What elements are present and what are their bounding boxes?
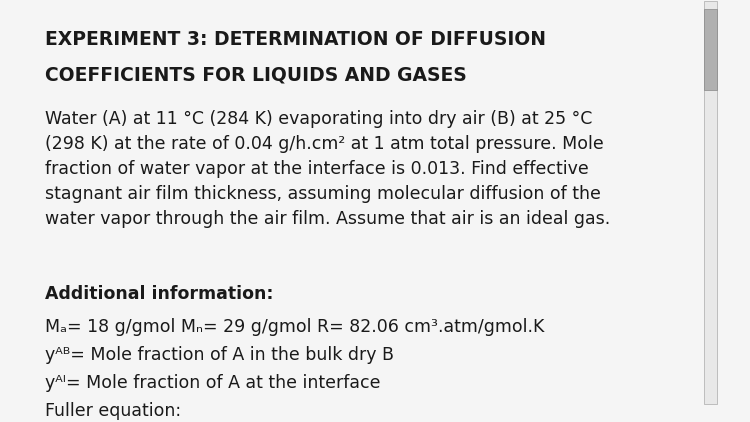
Text: Mₐ= 18 g/gmol Mₙ= 29 g/gmol R= 82.06 cm³.atm/gmol.K: Mₐ= 18 g/gmol Mₙ= 29 g/gmol R= 82.06 cm³… <box>45 318 544 335</box>
Text: EXPERIMENT 3: DETERMINATION OF DIFFUSION: EXPERIMENT 3: DETERMINATION OF DIFFUSION <box>45 30 546 49</box>
Text: COEFFICIENTS FOR LIQUIDS AND GASES: COEFFICIENTS FOR LIQUIDS AND GASES <box>45 66 467 85</box>
Text: Additional information:: Additional information: <box>45 285 274 303</box>
Text: yᴬᴮ= Mole fraction of A in the bulk dry B: yᴬᴮ= Mole fraction of A in the bulk dry … <box>45 346 394 364</box>
Text: Fuller equation:: Fuller equation: <box>45 402 182 420</box>
Text: yᴬᴵ= Mole fraction of A at the interface: yᴬᴵ= Mole fraction of A at the interface <box>45 374 380 392</box>
FancyBboxPatch shape <box>704 1 717 404</box>
Text: Water (A) at 11 °C (284 K) evaporating into dry air (B) at 25 °C
(298 K) at the : Water (A) at 11 °C (284 K) evaporating i… <box>45 110 610 228</box>
FancyBboxPatch shape <box>704 9 717 90</box>
